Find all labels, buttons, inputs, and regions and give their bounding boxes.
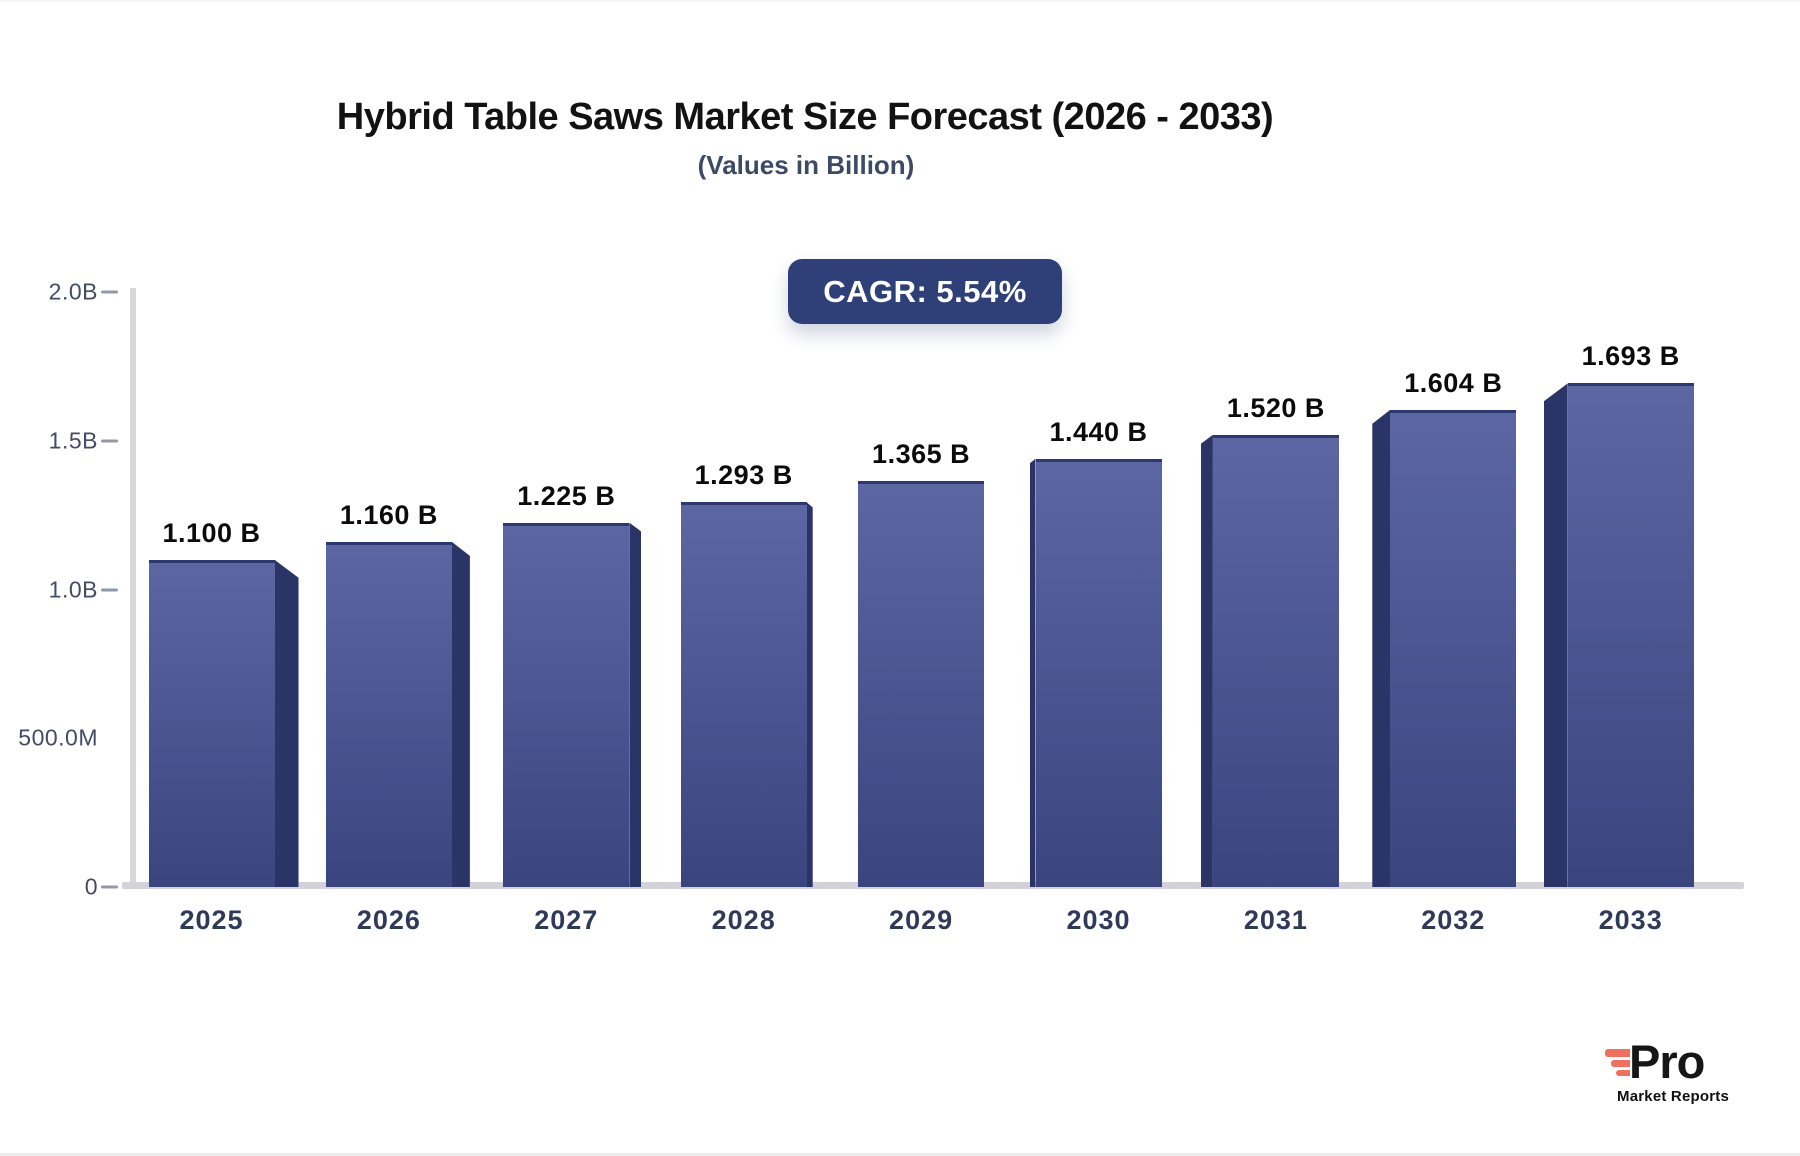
bar-2032 bbox=[1390, 409, 1517, 887]
bar-3d-side bbox=[1543, 383, 1568, 887]
bar-2030 bbox=[1035, 458, 1162, 887]
bar-2027 bbox=[503, 522, 630, 887]
y-axis-tick bbox=[101, 588, 118, 591]
bar-3d-side bbox=[1372, 409, 1391, 887]
logo-bar-icon bbox=[1605, 1049, 1630, 1057]
bar-2025 bbox=[148, 559, 275, 887]
y-axis-tick bbox=[101, 885, 118, 889]
bar-value-label: 1.225 B bbox=[517, 480, 616, 511]
bar-value-label: 1.693 B bbox=[1581, 341, 1680, 372]
cagr-badge: CAGR: 5.54% bbox=[788, 259, 1062, 324]
x-axis-label: 2033 bbox=[1598, 905, 1663, 935]
x-axis-label: 2028 bbox=[711, 905, 776, 935]
logo: Pro Market Reports bbox=[1605, 1035, 1795, 1105]
x-axis-label: 2031 bbox=[1243, 905, 1308, 935]
x-axis-label: 2026 bbox=[356, 905, 421, 935]
chart-title: Hybrid Table Saws Market Size Forecast (… bbox=[336, 96, 1274, 138]
bar-3d-side bbox=[274, 559, 299, 887]
x-axis-label: 2032 bbox=[1421, 905, 1486, 935]
logo-bars-icon bbox=[1605, 1049, 1630, 1079]
bar-2033 bbox=[1567, 383, 1694, 887]
bar-value-label: 1.160 B bbox=[339, 499, 438, 530]
y-axis-tick bbox=[101, 439, 118, 443]
y-axis-tick bbox=[101, 290, 118, 294]
logo-row: Pro bbox=[1605, 1035, 1705, 1088]
bar-value-label: 1.293 B bbox=[694, 460, 793, 491]
bar-value-label: 1.440 B bbox=[1049, 416, 1148, 447]
bar-value-label: 1.604 B bbox=[1404, 367, 1503, 398]
chart-subtitle: (Values in Billion) bbox=[697, 150, 915, 180]
y-axis-label: 500.0M bbox=[18, 724, 98, 751]
x-axis-label: 2030 bbox=[1066, 905, 1131, 935]
bar-value-label: 1.365 B bbox=[872, 438, 971, 469]
bar-2029 bbox=[858, 480, 985, 887]
y-axis-label: 1.0B bbox=[48, 576, 98, 602]
x-axis-label: 2029 bbox=[889, 905, 954, 935]
bar-2031 bbox=[1212, 434, 1339, 887]
x-axis-label: 2025 bbox=[179, 905, 244, 935]
bar-3d-side bbox=[1200, 434, 1213, 887]
bar-value-label: 1.520 B bbox=[1226, 392, 1325, 423]
bar-3d-side bbox=[629, 522, 642, 887]
bar-2028 bbox=[680, 502, 807, 887]
bar-3d-side bbox=[806, 502, 813, 887]
y-axis-line bbox=[130, 288, 136, 889]
logo-bar-icon bbox=[1611, 1060, 1630, 1067]
y-axis-label: 1.5B bbox=[48, 427, 98, 454]
bar-3d-side bbox=[451, 541, 470, 887]
logo-text: Pro bbox=[1629, 1035, 1705, 1088]
bar-3d-side bbox=[1029, 458, 1036, 887]
logo-subtext: Market Reports bbox=[1617, 1087, 1729, 1105]
bar-value-label: 1.100 B bbox=[162, 517, 261, 548]
y-axis-label: 2.0B bbox=[48, 278, 98, 305]
bar-2026 bbox=[325, 541, 452, 887]
logo-bar-icon bbox=[1616, 1070, 1630, 1076]
x-axis-label: 2027 bbox=[534, 905, 599, 935]
y-axis-label: 0 bbox=[84, 873, 98, 900]
